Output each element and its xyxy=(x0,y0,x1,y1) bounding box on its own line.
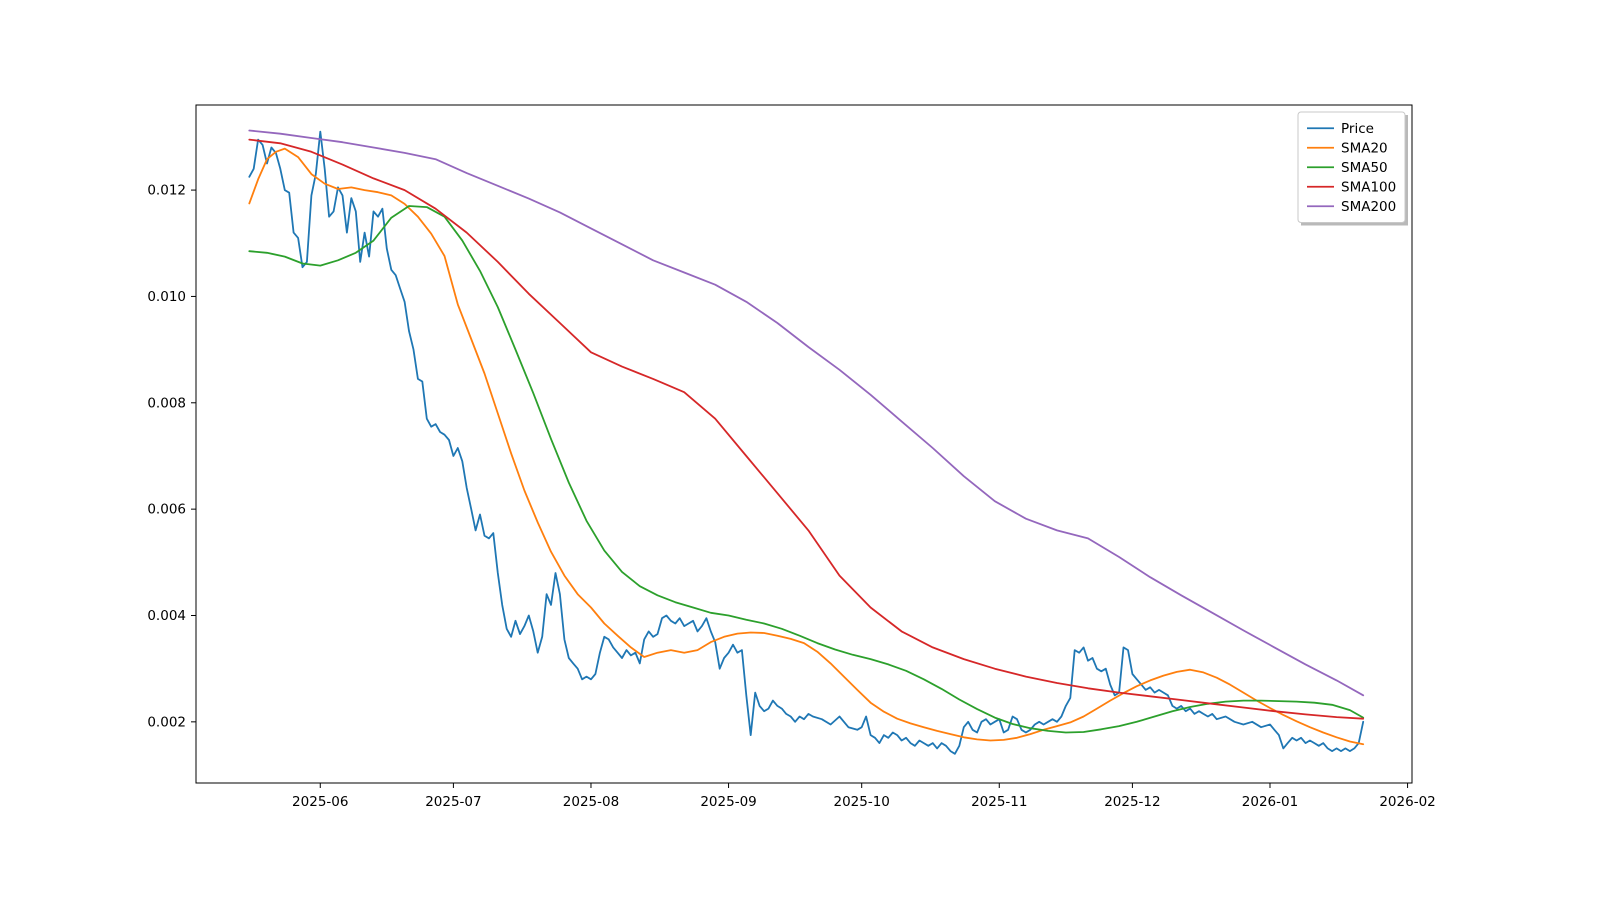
x-tick-label: 2025-07 xyxy=(425,794,481,810)
x-tick-label: 2025-09 xyxy=(700,794,756,810)
legend-label-price: Price xyxy=(1341,121,1374,137)
y-tick-label: 0.004 xyxy=(147,608,186,624)
legend-box xyxy=(1297,111,1406,223)
x-tick-label: 2026-02 xyxy=(1379,794,1435,810)
series-line-sma100 xyxy=(248,138,1365,720)
y-tick-label: 0.012 xyxy=(147,183,186,199)
x-tick-label: 2025-12 xyxy=(1104,794,1160,810)
legend-label-sma200: SMA200 xyxy=(1341,199,1396,215)
y-tick-label: 0.006 xyxy=(147,502,186,518)
y-tick-label: 0.010 xyxy=(147,289,186,305)
series-line-sma20 xyxy=(248,147,1365,746)
series-line-sma200 xyxy=(248,129,1365,697)
series-line-price xyxy=(248,130,1365,755)
plot-border xyxy=(195,104,1413,784)
x-tick-label: 2025-06 xyxy=(292,794,348,810)
series-line-sma50 xyxy=(248,205,1365,734)
x-tick-label: 2026-01 xyxy=(1242,794,1298,810)
x-tick-label: 2025-11 xyxy=(971,794,1027,810)
y-tick-label: 0.008 xyxy=(147,395,186,411)
y-tick-label: 0.002 xyxy=(147,714,186,730)
legend-label-sma100: SMA100 xyxy=(1341,179,1396,195)
x-tick-label: 2025-10 xyxy=(833,794,889,810)
legend-label-sma50: SMA50 xyxy=(1341,160,1388,176)
legend-label-sma20: SMA20 xyxy=(1341,140,1388,156)
x-tick-label: 2025-08 xyxy=(563,794,619,810)
plot-area xyxy=(196,105,1412,783)
